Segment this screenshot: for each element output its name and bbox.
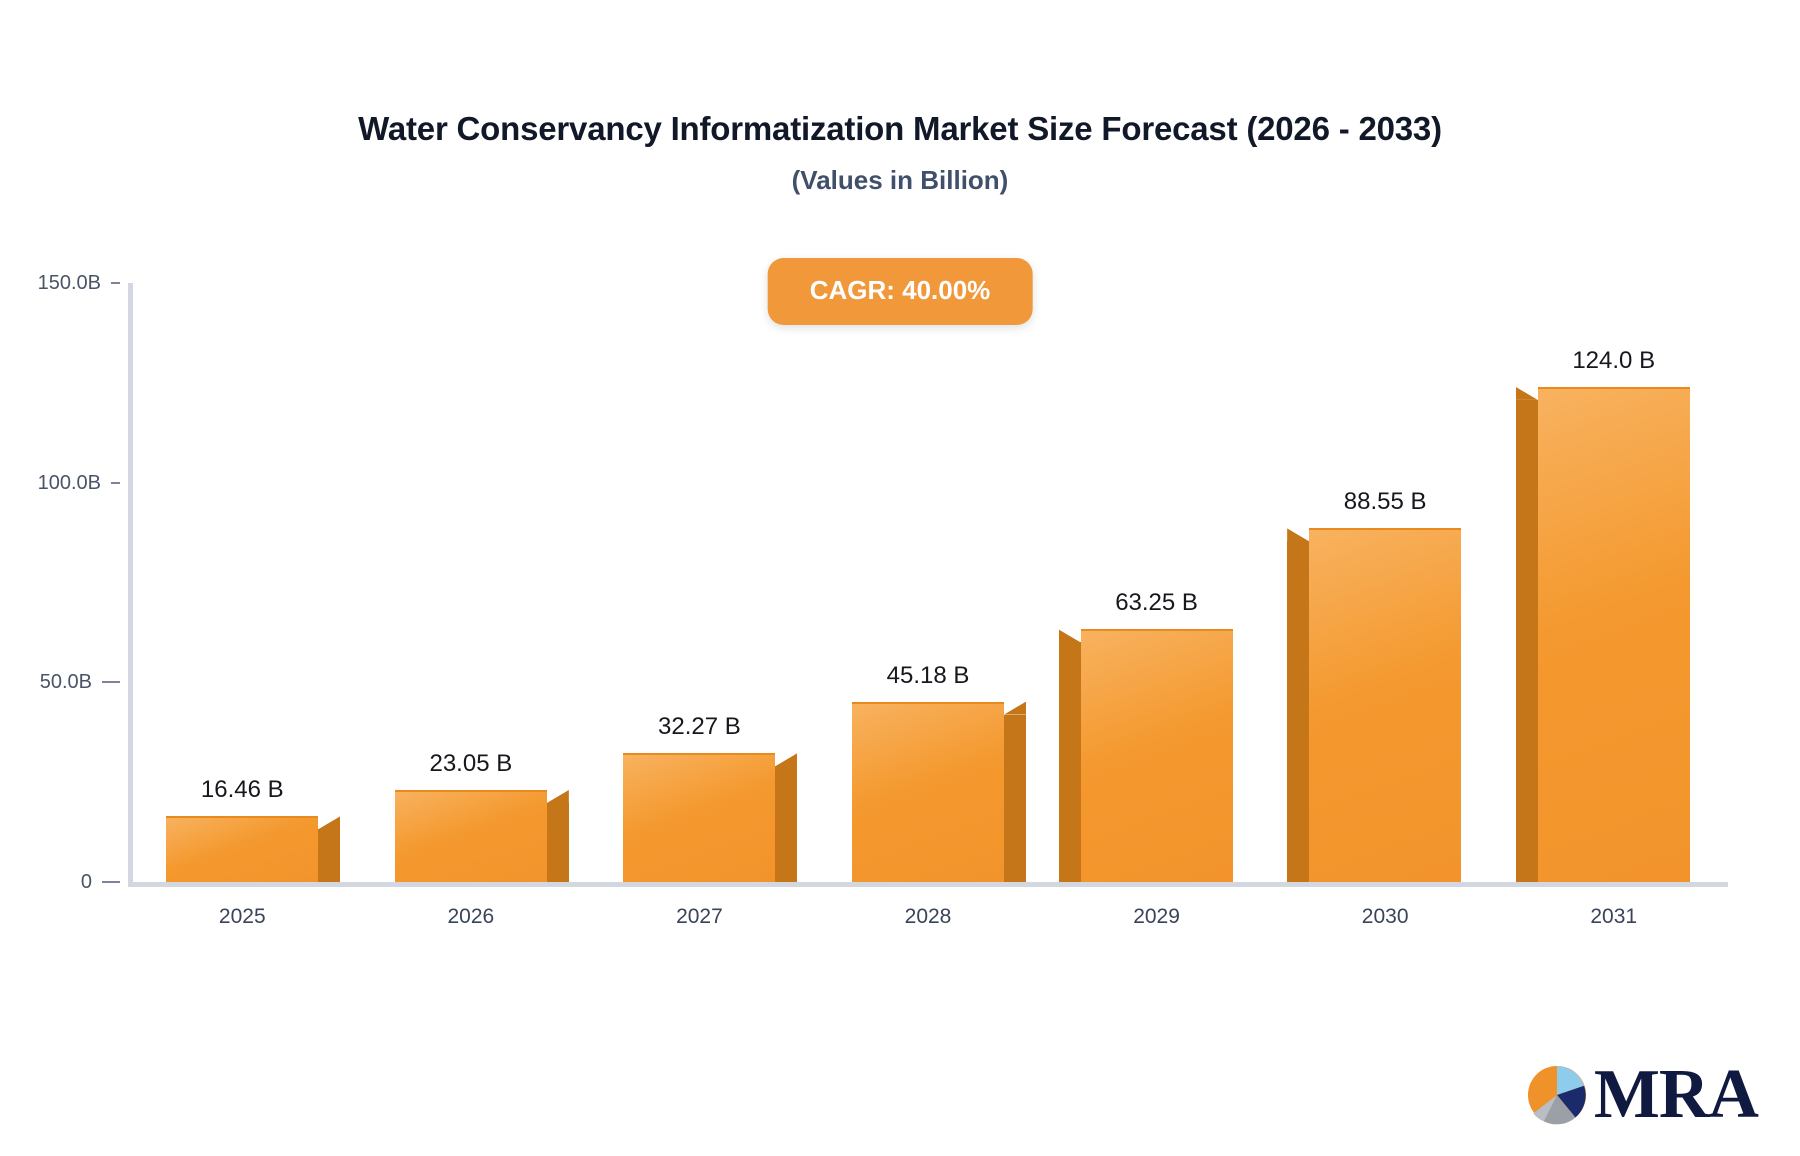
y-tick-label: 150.0B (37, 272, 101, 294)
bar-side-face (1515, 399, 1538, 882)
y-tick-mark (111, 481, 120, 484)
bar-front-face (166, 816, 319, 882)
bar-value-label: 23.05 B (429, 749, 513, 777)
plot-area: 0 50.0B 100.0B 150.0B 16.46 B 23.05 B 32.27 B… (38, 273, 1728, 892)
bar-front-face (1309, 528, 1462, 882)
logo-wordmark: MRA (1593, 1055, 1759, 1133)
bar-2025[interactable]: 16.46 B (166, 778, 341, 882)
bar-value-label: 88.55 B (1343, 488, 1427, 516)
bar-top-bevel (1004, 701, 1026, 715)
chart-subtitle: (Values in Billion) (791, 165, 1009, 195)
bar-top-bevel (546, 789, 569, 803)
bar-side-face (1004, 714, 1026, 882)
bar-side-face (546, 802, 569, 882)
cagr-badge: CAGR: 40.00% (767, 258, 1033, 325)
y-tick: 100.0B (0, 473, 128, 493)
bar-side-face (1287, 541, 1310, 882)
bar-value-label: 16.46 B (200, 776, 284, 804)
bar-front-face (852, 701, 1004, 882)
y-axis-line (128, 283, 133, 887)
bar-side-face (775, 766, 798, 882)
bar-2028[interactable]: 45.18 B (852, 663, 1026, 882)
x-label-2030: 2030 (1361, 905, 1409, 928)
y-tick: 50.0B (0, 672, 128, 692)
y-tick-mark (102, 681, 120, 684)
y-tick-label: 100.0B (37, 471, 101, 494)
bar-series: 16.46 B 23.05 B 32.27 B 45.18 B 63.25 B 88.55… (128, 283, 1728, 882)
bar-value-label: 45.18 B (886, 661, 970, 689)
bar-side-face (318, 829, 341, 882)
x-label-2028: 2028 (904, 905, 952, 928)
x-axis-line (128, 882, 1728, 887)
bar-top-bevel (775, 753, 798, 767)
bar-2031[interactable]: 124.0 B (1515, 348, 1690, 882)
bar-top-bevel (1515, 386, 1538, 400)
bar-side-face (1058, 642, 1081, 882)
bar-value-label: 63.25 B (1115, 589, 1198, 617)
bar-top-bevel (318, 816, 341, 830)
bar-top-bevel (1287, 528, 1310, 542)
bar-front-face (623, 753, 776, 882)
mra-logo: MRA (1524, 1055, 1759, 1133)
y-tick: 0 (0, 872, 128, 892)
y-tick-label: 0 (80, 871, 92, 893)
y-tick-mark (102, 881, 120, 883)
x-axis-labels: 2025 2026 2027 2028 2029 2030 2031 (128, 905, 1728, 945)
page-title: Water Conservancy Informatization Market… (358, 110, 1442, 147)
x-label-2029: 2029 (1133, 905, 1180, 928)
bar-2026[interactable]: 23.05 B (394, 751, 569, 882)
bar-value-label: 124.0 B (1572, 346, 1656, 374)
y-tick-mark (111, 282, 120, 284)
bar-value-label: 32.27 B (658, 713, 741, 741)
x-label-2025: 2025 (218, 905, 266, 928)
bar-2027[interactable]: 32.27 B (623, 715, 798, 882)
bar-front-face (1080, 629, 1233, 882)
x-label-2026: 2026 (447, 905, 495, 928)
bar-2029[interactable]: 63.25 B (1058, 591, 1233, 882)
bar-front-face (1537, 386, 1690, 882)
pie-chart-icon (1527, 1065, 1586, 1125)
bar-front-face (394, 789, 547, 882)
bar-top-bevel (1058, 629, 1081, 643)
y-tick: 150.0B (0, 273, 128, 293)
y-tick-label: 50.0B (39, 671, 92, 694)
bar-2030[interactable]: 88.55 B (1287, 490, 1462, 882)
x-label-2031: 2031 (1590, 905, 1638, 928)
x-label-2027: 2027 (676, 905, 723, 928)
